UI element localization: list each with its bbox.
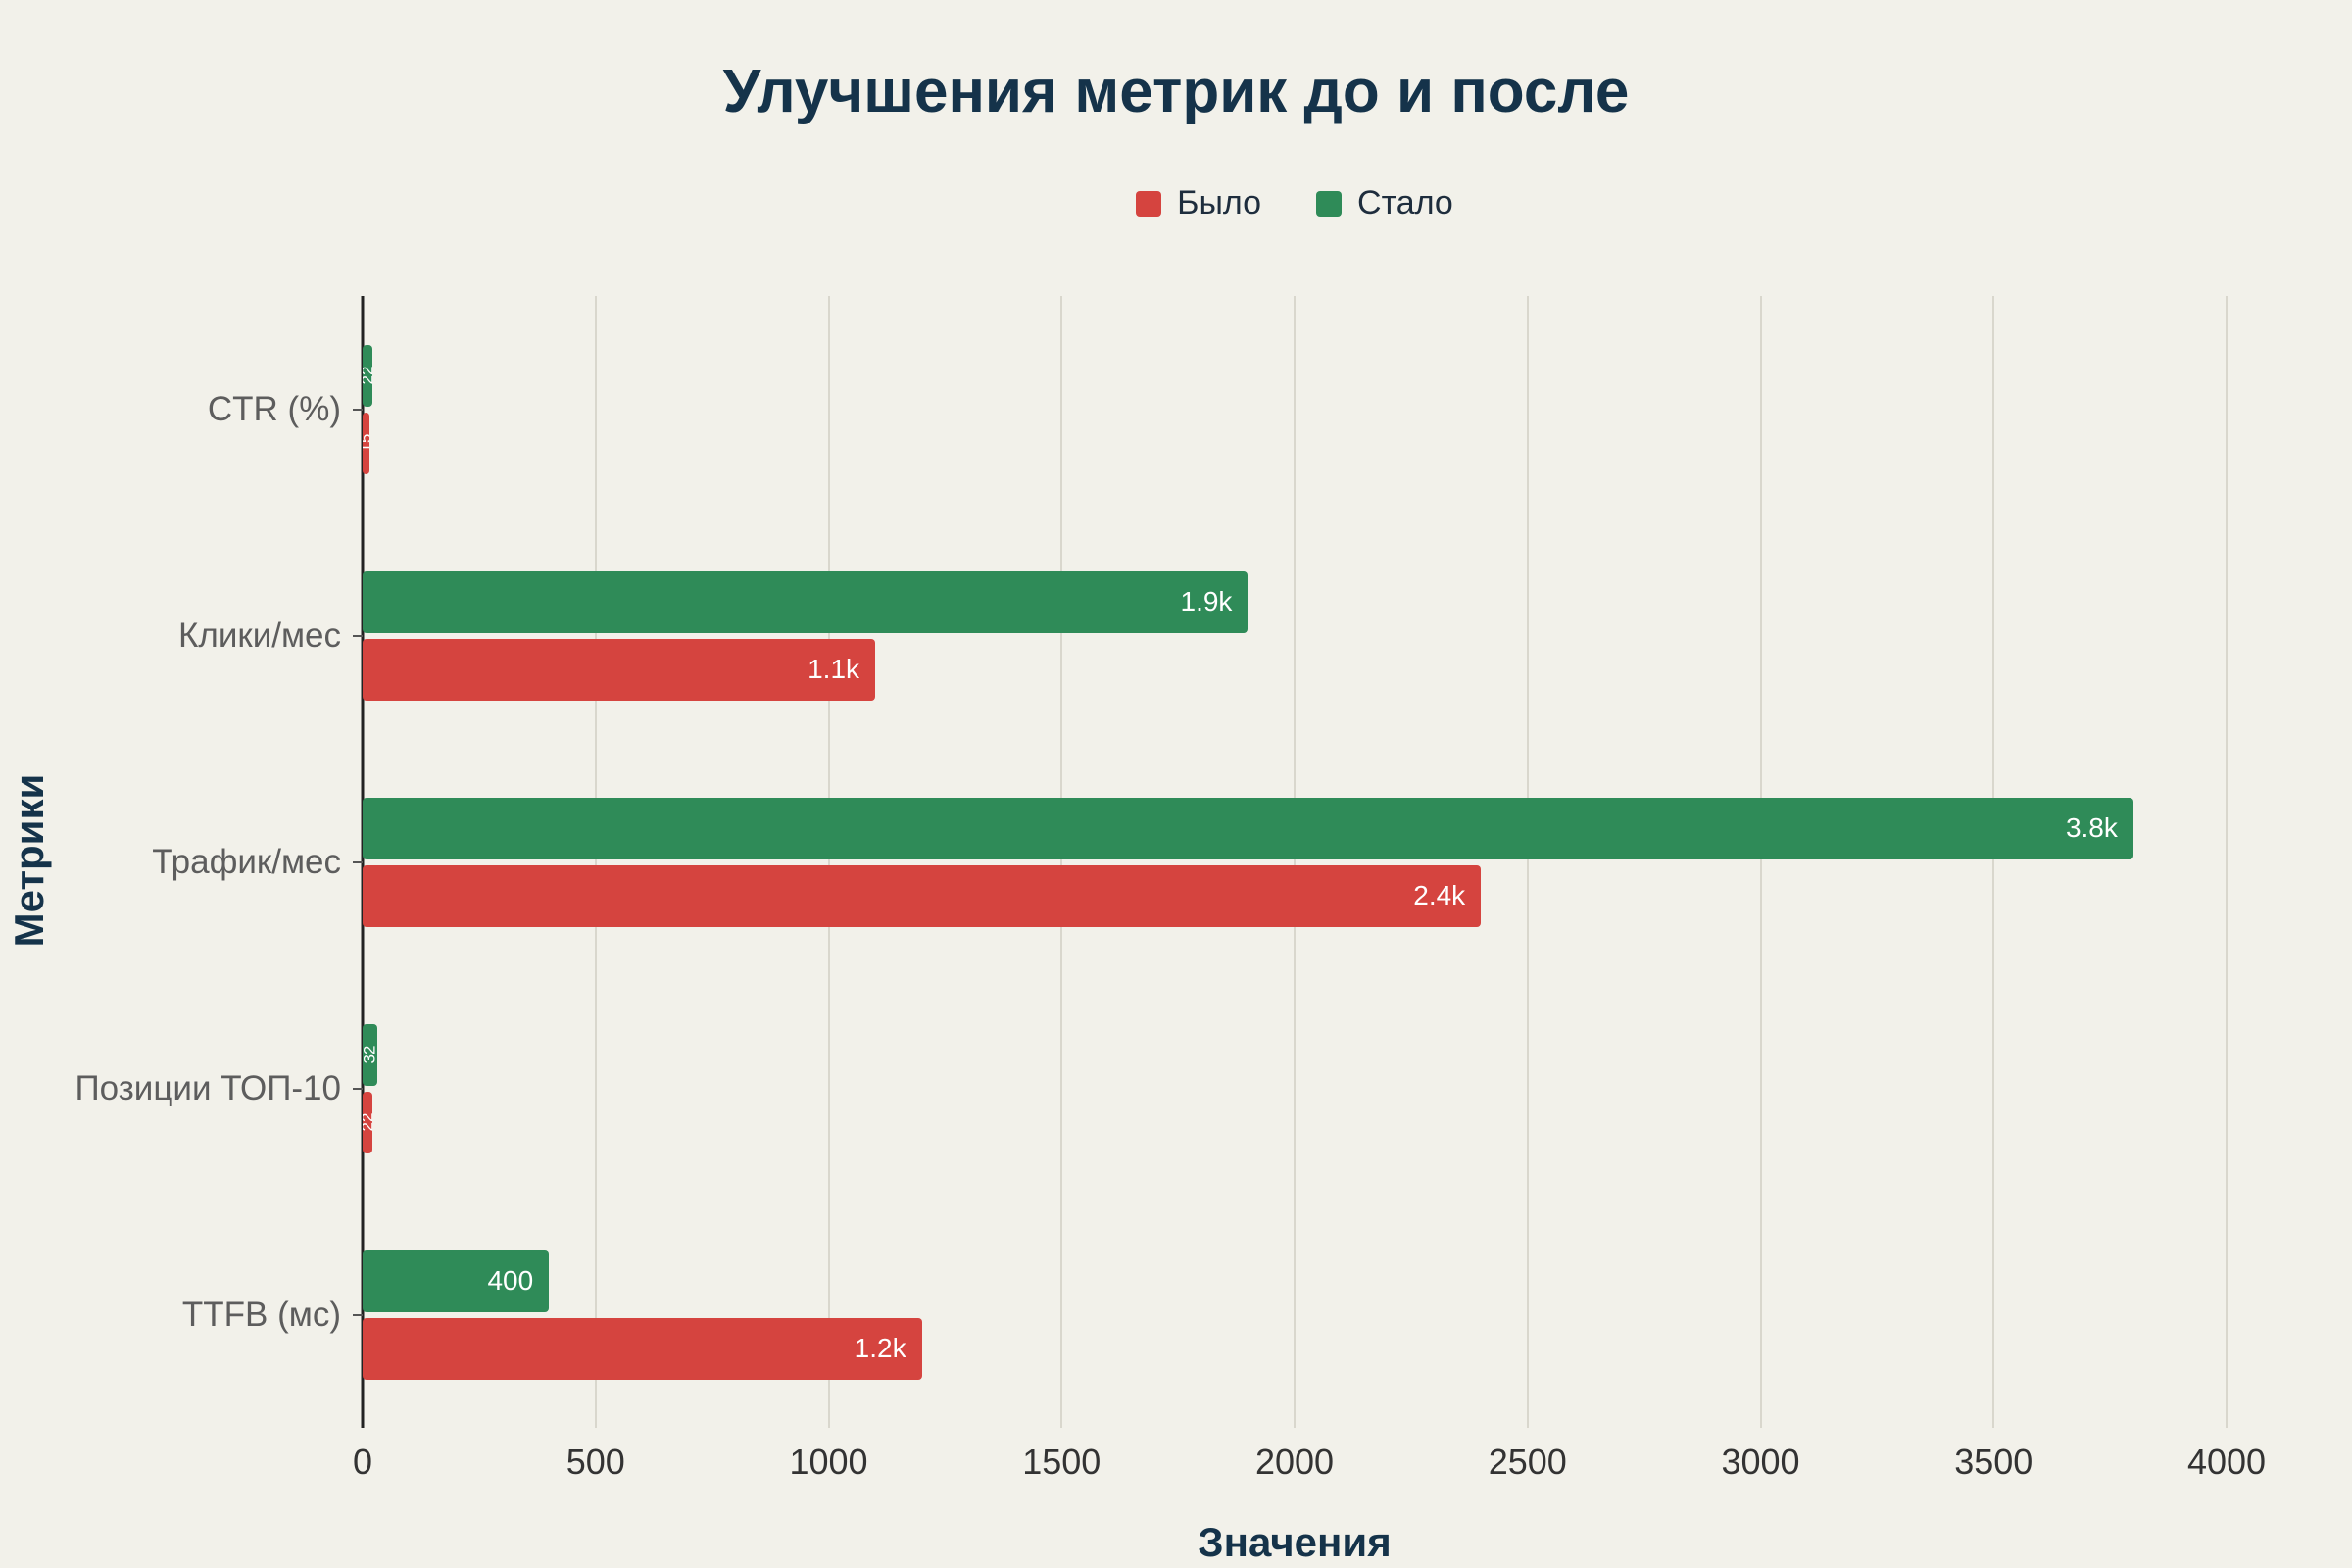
bar-group: 3.8k 2.4k [363, 749, 2283, 975]
x-axis-ticks: 0 500 1000 1500 2000 2500 3000 3500 4000 [353, 1442, 2283, 1485]
bar-value-label: 1.2k [854, 1333, 906, 1363]
y-axis-title: Метрики [6, 773, 52, 948]
gridline [2226, 296, 2228, 1428]
gridline [1759, 296, 1762, 1428]
category-row: Позиции ТОП-10 32 22 [75, 975, 2283, 1201]
bar-было: 2.4k [363, 864, 1482, 927]
y-axis-tick [353, 860, 363, 863]
bar-value-label: 2.4k [1413, 880, 1466, 910]
category-label: Позиции ТОП-10 [74, 1068, 341, 1107]
category-label: CTR (%) [207, 389, 341, 428]
legend-swatch-bylo [1136, 190, 1162, 217]
bar-value-label: 22 [363, 366, 373, 385]
legend-item-stalo: Стало [1316, 184, 1453, 222]
gridline [1060, 296, 1063, 1428]
gridline [1294, 296, 1296, 1428]
legend-label-stalo: Стало [1357, 184, 1453, 221]
category-row: Клики/мес 1.9k 1.1k [178, 522, 2283, 749]
category-label: Клики/мес [178, 615, 341, 655]
category-row: CTR (%) 22 15 [208, 296, 2283, 522]
x-tick-label: 1000 [789, 1442, 868, 1482]
x-tick-label: 4000 [2186, 1442, 2267, 1482]
legend: Было Стало [363, 184, 2227, 222]
bar-было: 22 [363, 1091, 373, 1153]
plot-area: 0 500 1000 1500 2000 2500 3000 3500 4000 CTR (%)… [75, 296, 2283, 1482]
gridline [594, 296, 597, 1428]
bar-value-label: 3.8k [2065, 812, 2118, 843]
bar-group: 1.9k 1.1k [363, 522, 2283, 749]
legend-swatch-stalo [1316, 190, 1343, 217]
legend-label-bylo: Было [1177, 184, 1262, 221]
bar-стало: 400 [363, 1250, 550, 1312]
x-tick-label: 0 [352, 1442, 373, 1482]
gridline [1526, 296, 1529, 1428]
x-tick-label: 3000 [1721, 1442, 1800, 1482]
bar-стало: 22 [363, 344, 373, 407]
gridline [827, 296, 830, 1428]
bar-стало: 32 [363, 1023, 378, 1086]
x-axis-title: Значения [1198, 1519, 1392, 1565]
bar-group: 22 15 [363, 296, 2283, 522]
bar-value-label: 400 [487, 1265, 534, 1296]
y-axis-line [361, 296, 365, 1428]
bar-value-label: 15 [363, 433, 370, 453]
bar-group: 32 22 [363, 975, 2283, 1201]
bar-value-label: 32 [363, 1045, 378, 1064]
bar-value-label: 22 [363, 1112, 373, 1132]
bar-value-label: 1.1k [808, 654, 860, 684]
gridline [1992, 296, 1995, 1428]
legend-item-bylo: Было [1136, 184, 1261, 222]
bar-стало: 3.8k [363, 797, 2133, 859]
x-tick-label: 2000 [1254, 1442, 1335, 1482]
chart-title: Улучшения метрик до и после [722, 58, 1630, 125]
category-row: Трафик/мес 3.8k 2.4k [152, 749, 2283, 975]
x-tick-label: 500 [565, 1442, 625, 1482]
y-axis-tick [353, 1087, 363, 1090]
bar-group: 400 1.2k [363, 1201, 2283, 1428]
bar-value-label: 1.9k [1180, 586, 1233, 616]
y-axis-tick [353, 634, 363, 637]
x-tick-label: 1500 [1022, 1442, 1102, 1482]
x-tick-label: 3500 [1954, 1442, 2034, 1482]
x-tick-label: 2500 [1488, 1442, 1567, 1482]
category-label: Трафик/мес [152, 842, 341, 881]
y-axis-tick [353, 1313, 363, 1316]
category-row: TTFB (мс) 400 1.2k [182, 1201, 2283, 1428]
y-axis-tick [353, 408, 363, 411]
category-label: TTFB (мс) [181, 1295, 341, 1334]
bar-было: 1.2k [363, 1317, 922, 1380]
bar-было: 1.1k [363, 638, 876, 701]
bar-стало: 1.9k [363, 570, 1249, 633]
bar-было: 15 [363, 412, 370, 474]
